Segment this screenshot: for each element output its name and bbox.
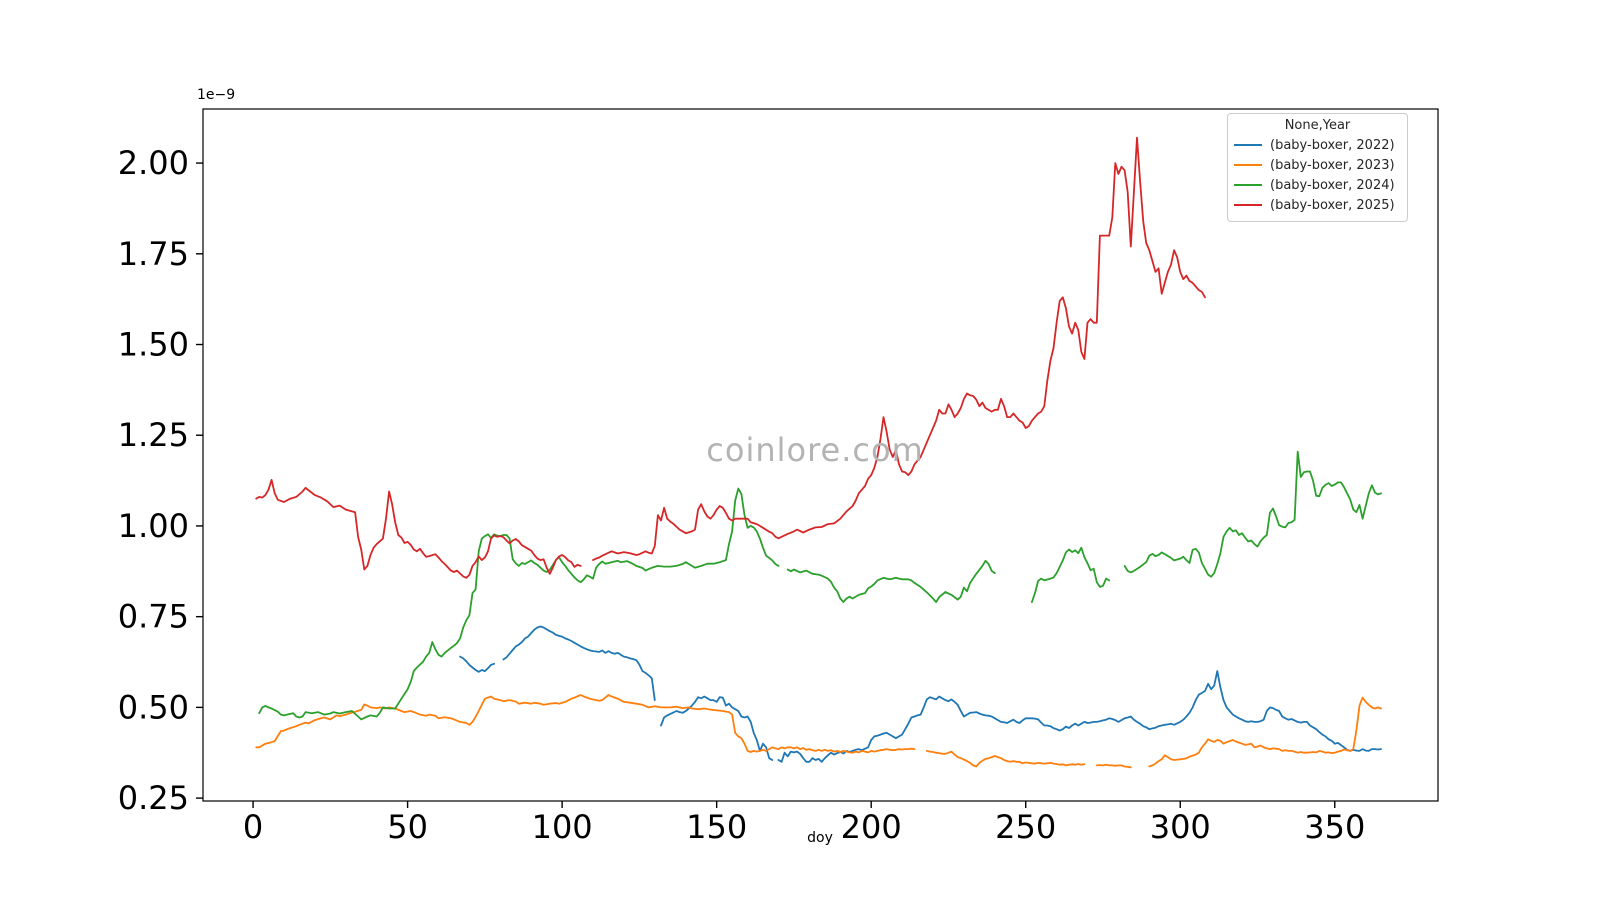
y-tick-label: 1.25 [118,416,189,454]
y-axis-ticks: 0.25 0.50 0.75 1.00 1.25 1.50 1.75 2.00 [118,144,203,817]
legend-entry-label: (baby-boxer, 2024) [1270,177,1395,193]
x-axis-label: doy [807,830,833,846]
y-tick-label: 2.00 [118,144,189,182]
y-axis-offset-label: 1e−9 [197,87,236,103]
y-tick-label: 1.75 [118,235,189,273]
x-tick-label: 50 [387,808,428,846]
legend-line-swatch-icon [1234,204,1262,206]
legend-title: None,Year [1284,118,1351,133]
plot-border [202,108,1439,802]
legend-entry-label: (baby-boxer, 2022) [1270,137,1395,153]
x-tick-label: 350 [1304,808,1365,846]
x-tick-label: 250 [995,808,1056,846]
series-line-2023 [255,694,1382,769]
legend-entry-label: (baby-boxer, 2025) [1270,197,1395,213]
x-axis-ticks: 0 50 100 150 200 250 300 350 [243,801,1365,846]
legend-entry: (baby-boxer, 2022) [1234,135,1401,155]
series-line-2022 [459,625,1382,763]
x-tick-label: 200 [841,808,902,846]
legend-line-swatch-icon [1234,184,1262,186]
y-tick-label: 1.50 [118,326,189,364]
y-tick-label: 1.00 [118,507,189,545]
y-tick-label: 0.25 [118,779,189,817]
legend: None,Year (baby-boxer, 2022) (baby-boxer,… [1227,113,1408,222]
x-tick-label: 100 [532,808,593,846]
watermark: coinlore.com [706,431,924,469]
series-line-2024 [258,450,1382,721]
legend-entry: (baby-boxer, 2023) [1234,155,1401,175]
series-line-2025 [255,136,1206,579]
y-tick-label: 0.75 [118,598,189,636]
x-tick-label: 0 [243,808,263,846]
legend-line-swatch-icon [1234,144,1262,146]
y-tick-label: 0.50 [118,688,189,726]
x-tick-label: 300 [1150,808,1211,846]
legend-entry: (baby-boxer, 2025) [1234,195,1401,215]
legend-entry-label: (baby-boxer, 2023) [1270,157,1395,173]
x-tick-label: 150 [686,808,747,846]
legend-entry: (baby-boxer, 2024) [1234,175,1401,195]
legend-line-swatch-icon [1234,164,1262,166]
